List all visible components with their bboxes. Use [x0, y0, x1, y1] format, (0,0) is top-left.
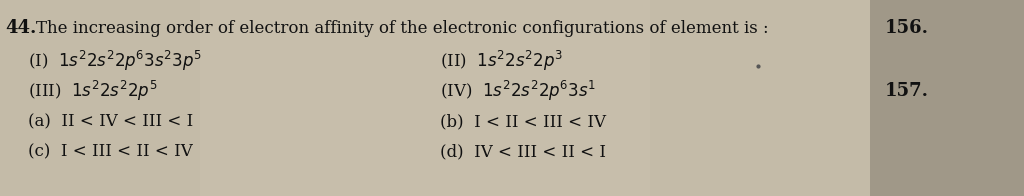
- Text: (III)  $1s^22s^22p^5$: (III) $1s^22s^22p^5$: [28, 79, 158, 103]
- Text: (a)  II < IV < III < I: (a) II < IV < III < I: [28, 113, 194, 131]
- Text: 156.: 156.: [885, 19, 929, 37]
- Bar: [0, 0, 870, 196]
- Bar: [200, 0, 650, 196]
- Bar: [870, 0, 1024, 196]
- Text: (d)  IV < III < II < I: (d) IV < III < II < I: [440, 143, 606, 161]
- Text: 157.: 157.: [885, 82, 929, 100]
- Text: (IV)  $1s^22s^22p^63s^1$: (IV) $1s^22s^22p^63s^1$: [440, 79, 596, 103]
- Text: 44.: 44.: [5, 19, 37, 37]
- Text: (I)  $1s^22s^22p^63s^23p^5$: (I) $1s^22s^22p^63s^23p^5$: [28, 49, 202, 73]
- Text: The increasing order of electron affinity of the electronic configurations of el: The increasing order of electron affinit…: [36, 19, 769, 36]
- Text: (b)  I < II < III < IV: (b) I < II < III < IV: [440, 113, 606, 131]
- Text: (c)  I < III < II < IV: (c) I < III < II < IV: [28, 143, 193, 161]
- Text: (II)  $1s^22s^22p^3$: (II) $1s^22s^22p^3$: [440, 49, 563, 73]
